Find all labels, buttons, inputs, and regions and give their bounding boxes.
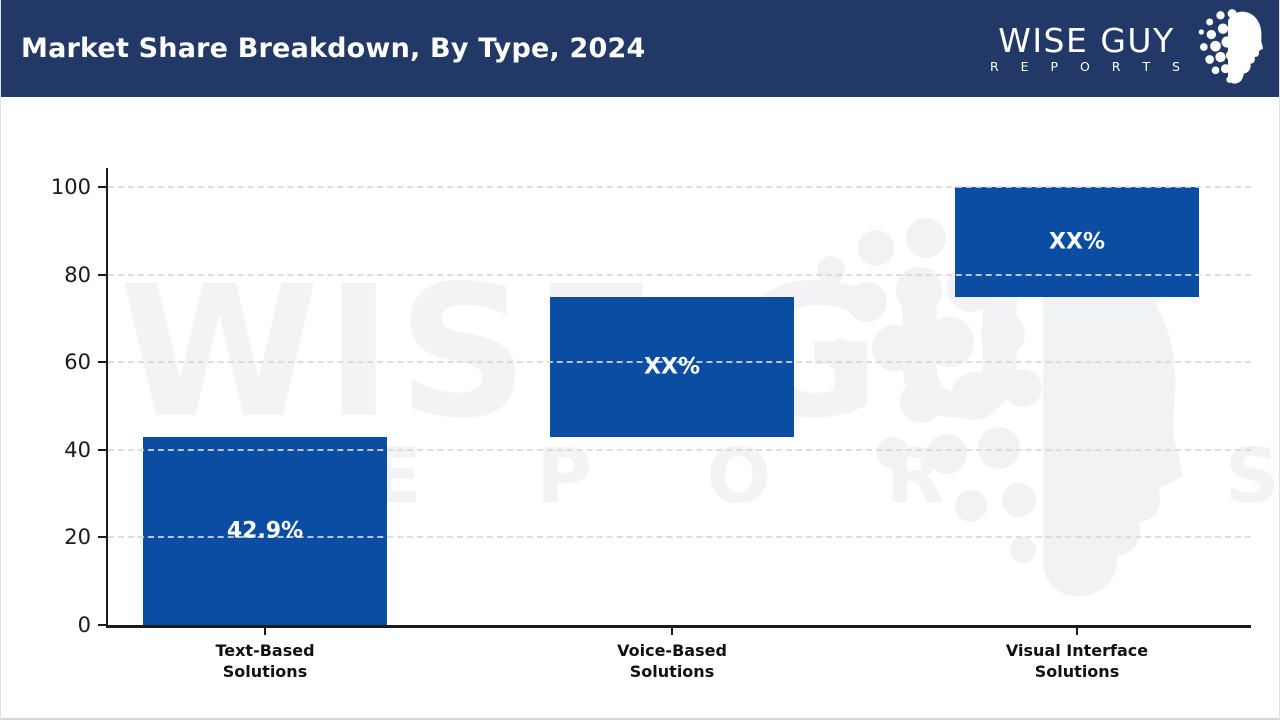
y-tick-mark: [98, 361, 106, 364]
bar-text-based-solutions: [143, 437, 387, 625]
x-tick-label-text-based-solutions: Text-Based Solutions: [215, 641, 315, 681]
wise-guy-reports-logo: WISE GUY R E P O R T S: [984, 7, 1263, 91]
x-axis-line: [106, 625, 1251, 628]
page-title: Market Share Breakdown, By Type, 2024: [21, 33, 646, 64]
wise-guy-face-icon: [1193, 7, 1263, 91]
bar-value-label: 42.9%: [226, 518, 304, 544]
gridline-20: [108, 536, 1251, 539]
gridline-100: [108, 186, 1251, 188]
y-tick-label-40: 40: [64, 437, 91, 462]
gridline-40: [108, 448, 1251, 451]
x-tick-mark: [1076, 628, 1078, 635]
y-tick-label-80: 80: [64, 262, 91, 287]
x-tick-mark: [671, 628, 673, 635]
logo-text: WISE GUY R E P O R T S: [984, 20, 1189, 75]
logo-wordmark: WISE GUY: [998, 20, 1175, 60]
y-tick-label-20: 20: [64, 525, 91, 550]
gridline-80: [108, 273, 1251, 276]
y-tick-mark: [98, 536, 106, 539]
x-tick-mark: [264, 628, 266, 635]
bar-value-label: XX%: [644, 354, 700, 380]
y-tick-label-100: 100: [50, 175, 91, 199]
y-tick-mark: [98, 186, 106, 188]
logo-subtext: R E P O R T S: [989, 58, 1189, 74]
y-tick-mark: [98, 273, 106, 276]
bar-voice-based-solutions: [550, 296, 794, 438]
x-tick-label-visual-interface-solutions: Visual Interface Solutions: [1005, 641, 1149, 681]
header-bar: Market Share Breakdown, By Type, 2024 WI…: [1, 0, 1279, 97]
bar-value-label: XX%: [1049, 229, 1105, 255]
gridline-60: [108, 361, 1251, 364]
y-axis-line: [106, 168, 108, 628]
y-tick-label-60: 60: [64, 350, 91, 375]
y-tick-mark: [98, 448, 106, 451]
y-tick-mark: [98, 624, 106, 626]
y-tick-label-0: 0: [77, 613, 91, 637]
x-tick-label-voice-based-solutions: Voice-Based Solutions: [617, 641, 727, 681]
